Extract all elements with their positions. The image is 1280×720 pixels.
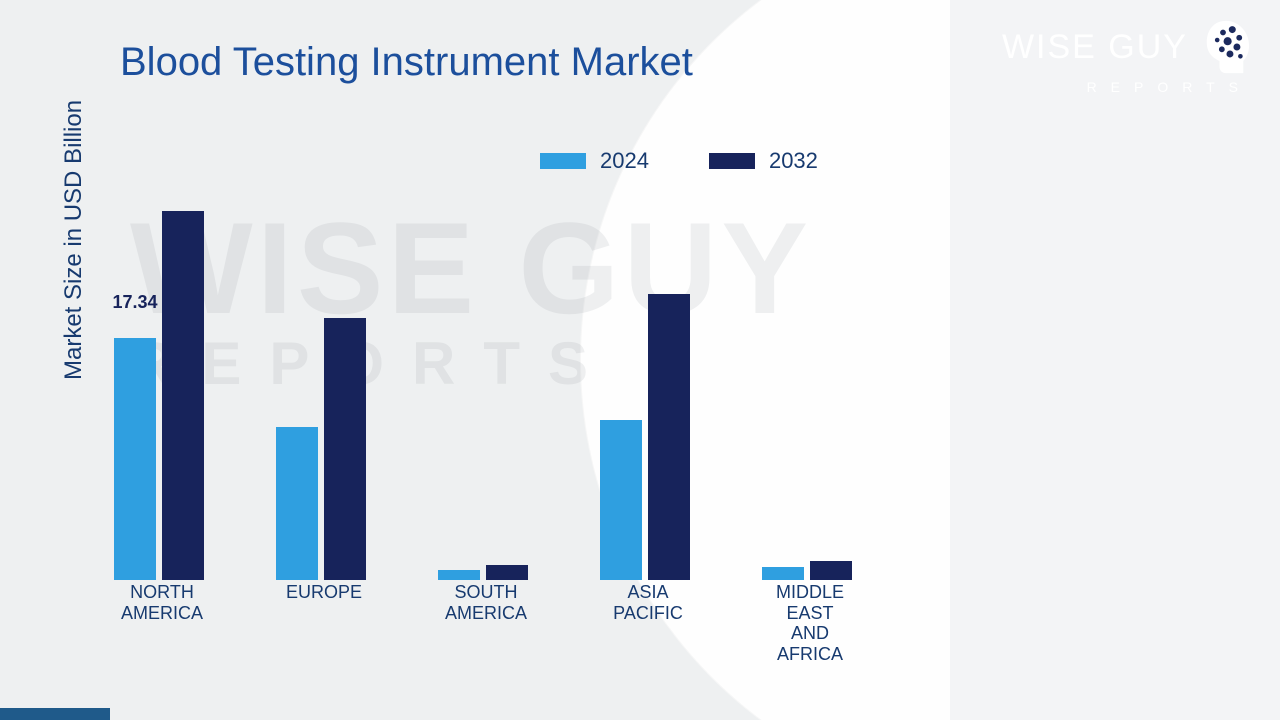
bar-2032	[162, 211, 204, 580]
bar-2024	[762, 567, 804, 580]
category-label: EUROPE	[254, 582, 394, 603]
chart-plot: 17.34	[100, 190, 920, 580]
legend-item-2024: 2024	[540, 148, 649, 174]
legend-item-2032: 2032	[709, 148, 818, 174]
bar-2024	[114, 338, 156, 580]
brand-line2: REPORTS	[1002, 80, 1252, 94]
bar-2032	[648, 294, 690, 580]
head-icon	[1194, 18, 1252, 76]
category-label: MIDDLEEASTANDAFRICA	[740, 582, 880, 665]
chart-title: Blood Testing Instrument Market	[120, 40, 693, 85]
category-label: ASIAPACIFIC	[578, 582, 718, 623]
bar-2032	[810, 561, 852, 581]
value-label: 17.34	[112, 292, 157, 313]
bar-2024	[276, 427, 318, 580]
bar-2024	[438, 570, 480, 580]
legend-swatch-2032	[709, 153, 755, 169]
bar-2032	[486, 565, 528, 580]
legend-label-2032: 2032	[769, 148, 818, 174]
legend: 2024 2032	[540, 148, 818, 174]
brand-logo: WISE GUY REPORTS	[1002, 18, 1252, 94]
y-axis-label: Market Size in USD Billion	[60, 100, 88, 380]
bottom-accent	[0, 708, 110, 720]
legend-swatch-2024	[540, 153, 586, 169]
category-label: SOUTHAMERICA	[416, 582, 556, 623]
bar-2032	[324, 318, 366, 580]
bar-2024	[600, 420, 642, 580]
brand-line1: WISE GUY	[1002, 30, 1188, 64]
legend-label-2024: 2024	[600, 148, 649, 174]
stage: WISE GUY REPORTS WISE GUY REPORTS Blood …	[0, 0, 1280, 720]
category-label: NORTHAMERICA	[92, 582, 232, 623]
